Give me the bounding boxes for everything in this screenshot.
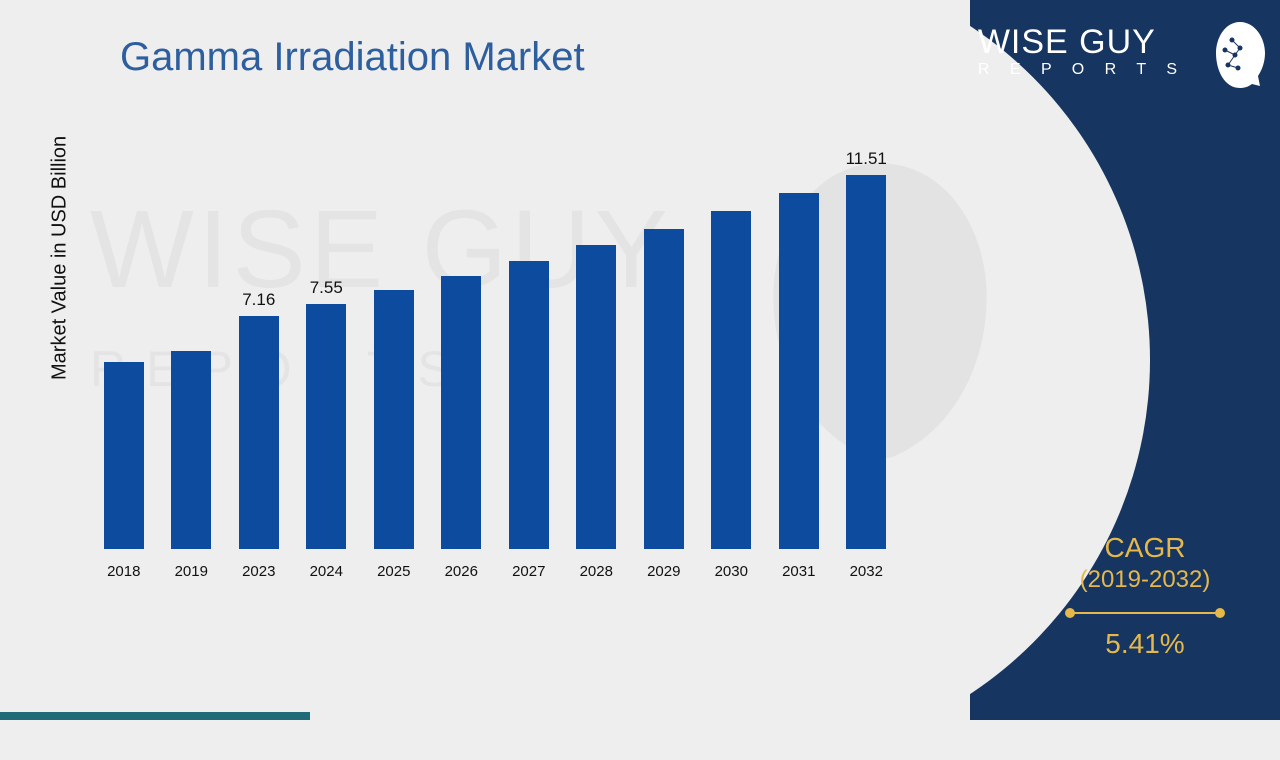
y-axis-label: Market Value in USD Billion — [49, 360, 72, 380]
chart-title: Gamma Irradiation Market — [120, 35, 585, 80]
bar — [374, 290, 414, 549]
bar-wrap — [563, 219, 630, 549]
bar — [171, 351, 211, 549]
cagr-value: 5.41% — [1045, 628, 1245, 660]
bar-wrap: 11.51 — [833, 149, 900, 549]
bar-wrap — [90, 336, 157, 549]
cagr-divider — [1070, 612, 1220, 614]
bar-wrap: 7.16 — [225, 290, 292, 549]
x-tick-label: 2025 — [360, 563, 427, 580]
bar — [441, 276, 481, 549]
bar-wrap — [698, 185, 765, 549]
bar — [104, 362, 144, 549]
bar-wrap: 7.55 — [293, 278, 360, 549]
bar-wrap — [360, 264, 427, 549]
bar-value-label: 7.55 — [310, 278, 343, 298]
bar — [239, 316, 279, 549]
bar — [644, 229, 684, 549]
bar-chart: Market Value in USD Billion 7.167.5511.5… — [50, 160, 900, 580]
x-tick-label: 2024 — [293, 563, 360, 580]
x-tick-label: 2032 — [833, 563, 900, 580]
bar-value-label: 7.16 — [242, 290, 275, 310]
cagr-title: CAGR — [1045, 532, 1245, 564]
x-tick-label: 2029 — [630, 563, 697, 580]
cagr-range: (2019-2032) — [1045, 566, 1245, 594]
bar-wrap — [158, 325, 225, 549]
bars-container: 7.167.5511.51 — [90, 160, 900, 550]
bar — [509, 261, 549, 549]
bar-value-label: 11.51 — [846, 149, 887, 169]
x-tick-label: 2028 — [563, 563, 630, 580]
bar — [576, 245, 616, 549]
brand-logo: WISE GUY R E P O R T S — [978, 25, 1185, 79]
x-tick-label: 2026 — [428, 563, 495, 580]
bar — [779, 193, 819, 549]
bar — [846, 175, 886, 549]
bar-wrap — [765, 167, 832, 549]
x-tick-label: 2023 — [225, 563, 292, 580]
bar — [306, 304, 346, 549]
logo-main-text: WISE GUY — [978, 25, 1185, 59]
bar-wrap — [630, 203, 697, 549]
cagr-box: CAGR (2019-2032) 5.41% — [1045, 532, 1245, 660]
logo-head-icon — [1210, 20, 1270, 90]
x-tick-label: 2027 — [495, 563, 562, 580]
x-tick-label: 2019 — [158, 563, 225, 580]
bar-wrap — [495, 235, 562, 549]
x-tick-label: 2030 — [698, 563, 765, 580]
logo-sub-text: R E P O R T S — [978, 61, 1185, 79]
x-axis-labels: 2018201920232024202520262027202820292030… — [90, 563, 900, 580]
bottom-accent-bar — [0, 712, 310, 720]
bar — [711, 211, 751, 549]
x-tick-label: 2031 — [765, 563, 832, 580]
x-tick-label: 2018 — [90, 563, 157, 580]
bar-wrap — [428, 250, 495, 549]
